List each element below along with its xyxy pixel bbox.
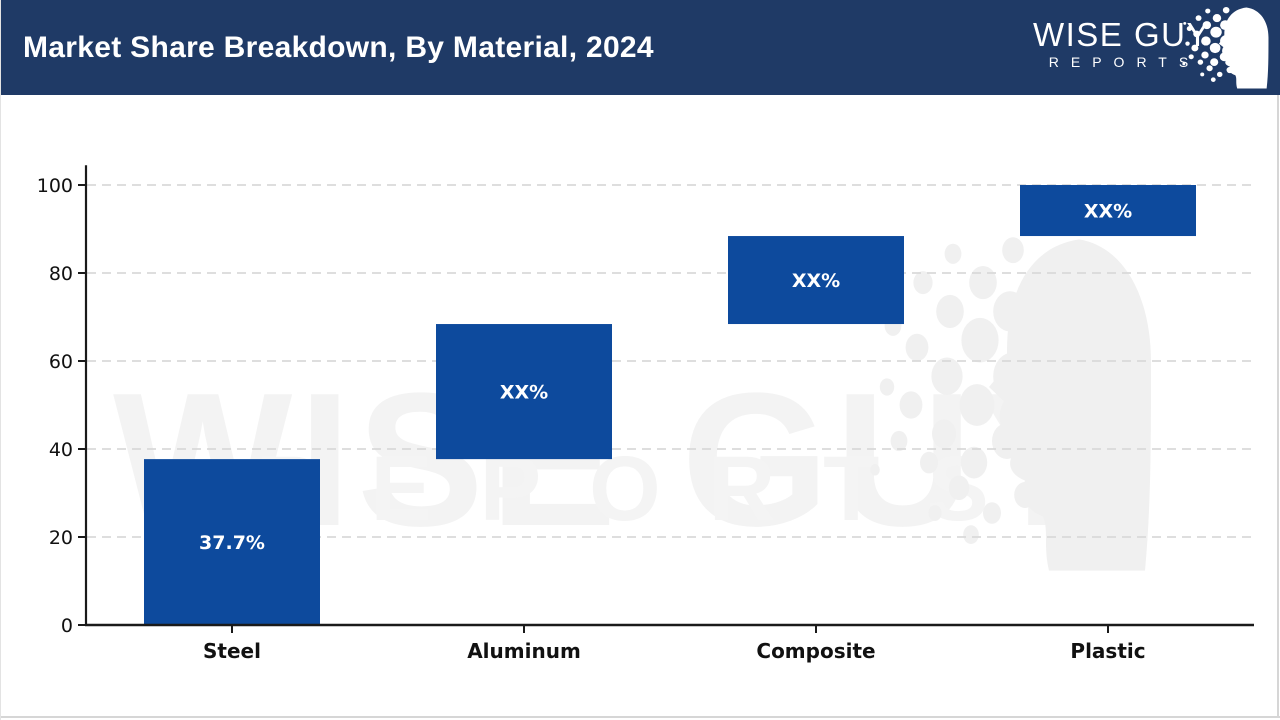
bar-plastic <box>1020 185 1196 237</box>
category-label-steel: Steel <box>203 639 261 663</box>
axes <box>78 165 1254 633</box>
ytick-label-0: 0 <box>61 615 73 637</box>
bar-label-aluminum: XX% <box>500 382 548 404</box>
bar-steel <box>144 459 320 625</box>
bar-label-steel: 37.7% <box>199 532 265 554</box>
logo-wordmark: WISE GUY <box>1032 16 1210 53</box>
logo-subtitle: REPORTS <box>1048 54 1201 70</box>
ytick-label-60: 60 <box>49 351 73 373</box>
bar-label-composite: XX% <box>792 270 840 292</box>
right-divider <box>1277 95 1279 718</box>
bar-aluminum <box>436 324 612 460</box>
page-title: Market Share Breakdown, By Material, 202… <box>23 30 654 64</box>
ytick-label-80: 80 <box>49 263 73 285</box>
bar-composite <box>728 236 904 325</box>
bar-label-plastic: XX% <box>1084 201 1132 223</box>
logo-text: WISE GUY REPORTS <box>1033 18 1210 70</box>
ytick-label-40: 40 <box>49 439 73 461</box>
logo-head-icon <box>1182 6 1269 89</box>
category-label-aluminum: Aluminum <box>467 639 581 663</box>
header-banner: Market Share Breakdown, By Material, 202… <box>1 0 1280 95</box>
labels: 0 20 40 60 80 100 37.7% Steel XX% Aluminum XX% Comp… <box>37 175 1146 663</box>
brand-logo: WISE GUY REPORTS <box>1024 4 1274 92</box>
bottom-divider <box>1 716 1280 718</box>
bars <box>144 185 1196 625</box>
category-label-plastic: Plastic <box>1070 639 1145 663</box>
category-label-composite: Composite <box>756 639 875 663</box>
ytick-label-20: 20 <box>49 527 73 549</box>
ytick-label-100: 100 <box>37 175 73 197</box>
